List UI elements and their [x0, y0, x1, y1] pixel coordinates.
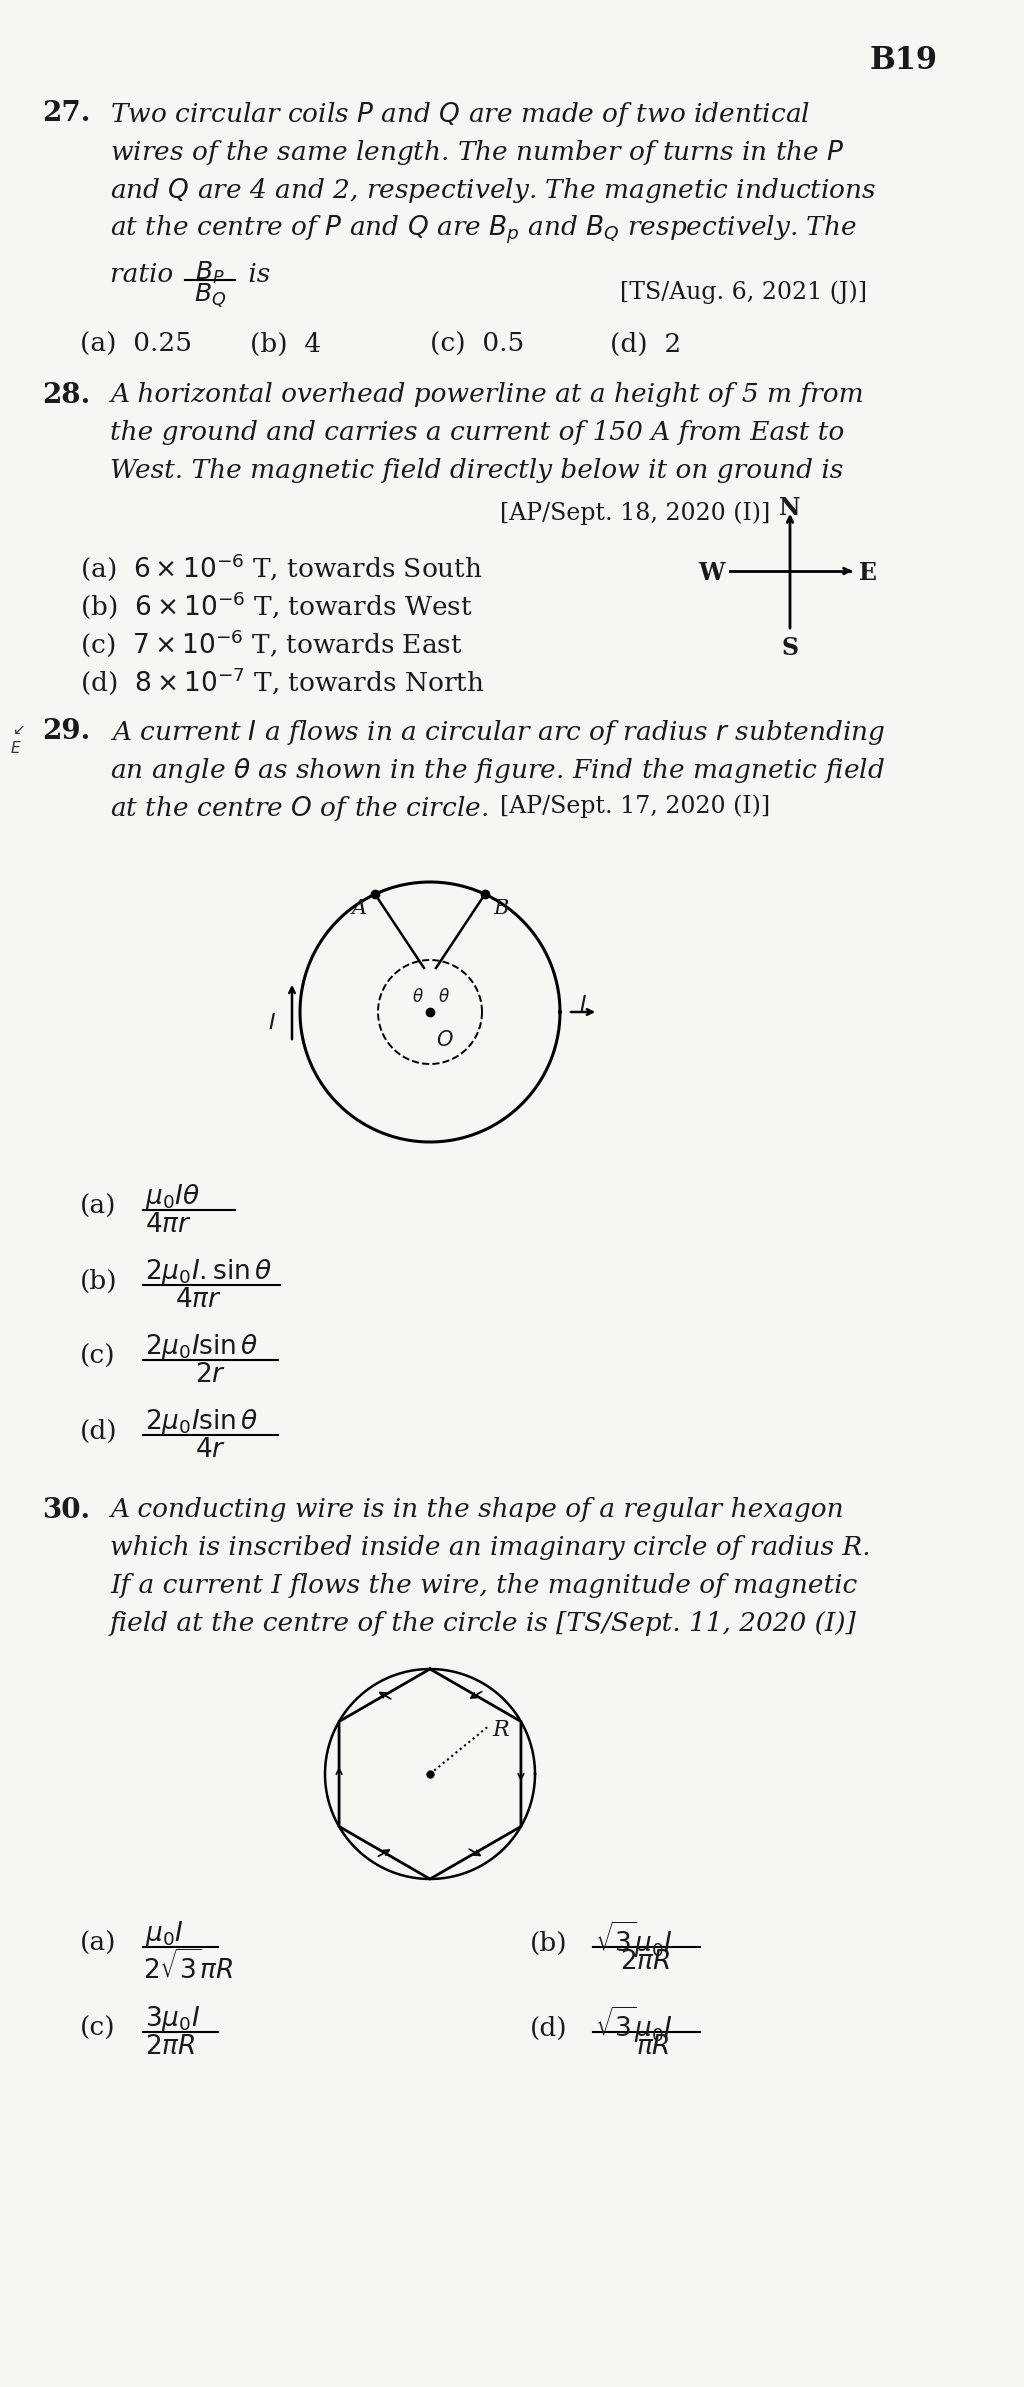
Text: $\mu_0 I$: $\mu_0 I$ — [145, 1919, 183, 1950]
Text: $O$: $O$ — [436, 1031, 454, 1050]
Text: A current $I$ a flows in a circular arc of radius $r$ subtending: A current $I$ a flows in a circular arc … — [110, 718, 886, 747]
Text: an angle $\theta$ as shown in the figure. Find the magnetic field: an angle $\theta$ as shown in the figure… — [110, 757, 885, 785]
Text: at the centre $O$ of the circle.: at the centre $O$ of the circle. — [110, 795, 488, 824]
Text: $I$: $I$ — [268, 1012, 276, 1034]
Text: $E$: $E$ — [10, 740, 22, 757]
Text: (b): (b) — [530, 1931, 567, 1955]
Text: (a)  0.25: (a) 0.25 — [80, 332, 193, 358]
Text: $\pi R$: $\pi R$ — [636, 2034, 670, 2060]
Text: $4\pi r$: $4\pi r$ — [145, 1213, 191, 1236]
Text: $2r$: $2r$ — [195, 1363, 226, 1387]
Text: 29.: 29. — [42, 718, 90, 745]
Text: [AP/Sept. 18, 2020 (I)]: [AP/Sept. 18, 2020 (I)] — [500, 501, 770, 525]
Text: A conducting wire is in the shape of a regular hexagon: A conducting wire is in the shape of a r… — [110, 1497, 844, 1523]
Text: [AP/Sept. 17, 2020 (I)]: [AP/Sept. 17, 2020 (I)] — [500, 795, 770, 816]
Text: $4\pi r$: $4\pi r$ — [175, 1287, 222, 1313]
Text: wires of the same length. The number of turns in the $P$: wires of the same length. The number of … — [110, 138, 845, 167]
Text: $I$: $I$ — [579, 993, 587, 1017]
Text: $4r$: $4r$ — [195, 1437, 226, 1461]
Text: (b)  $6 \times 10^{-6}$ T, towards West: (b) $6 \times 10^{-6}$ T, towards West — [80, 590, 473, 621]
Text: $2\pi R$: $2\pi R$ — [145, 2034, 196, 2060]
Text: $B_Q$: $B_Q$ — [194, 282, 226, 310]
Text: 28.: 28. — [42, 382, 90, 408]
Text: $2\mu_0 I.\sin\theta$: $2\mu_0 I.\sin\theta$ — [145, 1258, 272, 1287]
Text: (a)  $6 \times 10^{-6}$ T, towards South: (a) $6 \times 10^{-6}$ T, towards South — [80, 551, 482, 582]
Text: $2\mu_0 I\sin\theta$: $2\mu_0 I\sin\theta$ — [145, 1332, 258, 1363]
Text: (d): (d) — [80, 1418, 118, 1444]
Text: field at the centre of the circle is [TS/Sept. 11, 2020 (I)]: field at the centre of the circle is [TS… — [110, 1611, 857, 1635]
Text: $\swarrow$: $\swarrow$ — [10, 723, 26, 738]
Text: 27.: 27. — [42, 100, 90, 127]
Text: $\mu_0 I\theta$: $\mu_0 I\theta$ — [145, 1182, 200, 1213]
Text: S: S — [781, 635, 799, 659]
Text: If a current I flows the wire, the magnitude of magnetic: If a current I flows the wire, the magni… — [110, 1573, 857, 1597]
Text: B: B — [493, 900, 508, 919]
Text: $2\sqrt{3}\pi R$: $2\sqrt{3}\pi R$ — [143, 1950, 233, 1984]
Text: R: R — [493, 1719, 510, 1740]
Text: (c): (c) — [80, 1344, 116, 1370]
Text: N: N — [779, 496, 801, 520]
Text: is: is — [240, 263, 270, 286]
Text: $\theta$: $\theta$ — [438, 988, 450, 1005]
Text: $\theta$: $\theta$ — [412, 988, 424, 1005]
Text: (d)  $8 \times 10^{-7}$ T, towards North: (d) $8 \times 10^{-7}$ T, towards North — [80, 666, 484, 697]
Text: West. The magnetic field directly below it on ground is: West. The magnetic field directly below … — [110, 458, 843, 482]
Text: $\sqrt{3}\mu_0 I$: $\sqrt{3}\mu_0 I$ — [595, 2005, 673, 2046]
Text: Two circular coils $P$ and $Q$ are made of two identical: Two circular coils $P$ and $Q$ are made … — [110, 100, 810, 129]
Text: $2\mu_0 I\sin\theta$: $2\mu_0 I\sin\theta$ — [145, 1406, 258, 1437]
Text: (c): (c) — [80, 2017, 116, 2041]
Text: $3\mu_0 I$: $3\mu_0 I$ — [145, 2005, 200, 2034]
Text: (d)  2: (d) 2 — [610, 332, 681, 358]
Text: A horizontal overhead powerline at a height of 5 m from: A horizontal overhead powerline at a hei… — [110, 382, 863, 408]
Text: $2\pi R$: $2\pi R$ — [620, 1950, 671, 1974]
Text: A: A — [352, 900, 367, 919]
Text: (b): (b) — [80, 1270, 118, 1294]
Text: [TS/Aug. 6, 2021 (J)]: [TS/Aug. 6, 2021 (J)] — [620, 279, 867, 303]
Text: $\sqrt{3}\mu_0 I$: $\sqrt{3}\mu_0 I$ — [595, 1919, 673, 1960]
Text: and $Q$ are 4 and 2, respectively. The magnetic inductions: and $Q$ are 4 and 2, respectively. The m… — [110, 177, 877, 205]
Text: (a): (a) — [80, 1194, 117, 1220]
Text: at the centre of $P$ and $Q$ are $B_p$ and $B_Q$ respectively. The: at the centre of $P$ and $Q$ are $B_p$ a… — [110, 215, 857, 246]
Text: $B_P$: $B_P$ — [196, 260, 225, 286]
Text: 30.: 30. — [42, 1497, 90, 1523]
Text: the ground and carries a current of 150 A from East to: the ground and carries a current of 150 … — [110, 420, 844, 444]
Text: W: W — [698, 561, 725, 585]
Text: B19: B19 — [870, 45, 938, 76]
Text: (c)  0.5: (c) 0.5 — [430, 332, 524, 358]
Text: (a): (a) — [80, 1931, 117, 1955]
Text: (c)  $7 \times 10^{-6}$ T, towards East: (c) $7 \times 10^{-6}$ T, towards East — [80, 628, 463, 659]
Text: ratio: ratio — [110, 263, 181, 286]
Text: (d): (d) — [530, 2017, 567, 2041]
Text: which is inscribed inside an imaginary circle of radius R.: which is inscribed inside an imaginary c… — [110, 1535, 870, 1561]
Text: (b)  4: (b) 4 — [250, 332, 322, 358]
Text: E: E — [859, 561, 877, 585]
